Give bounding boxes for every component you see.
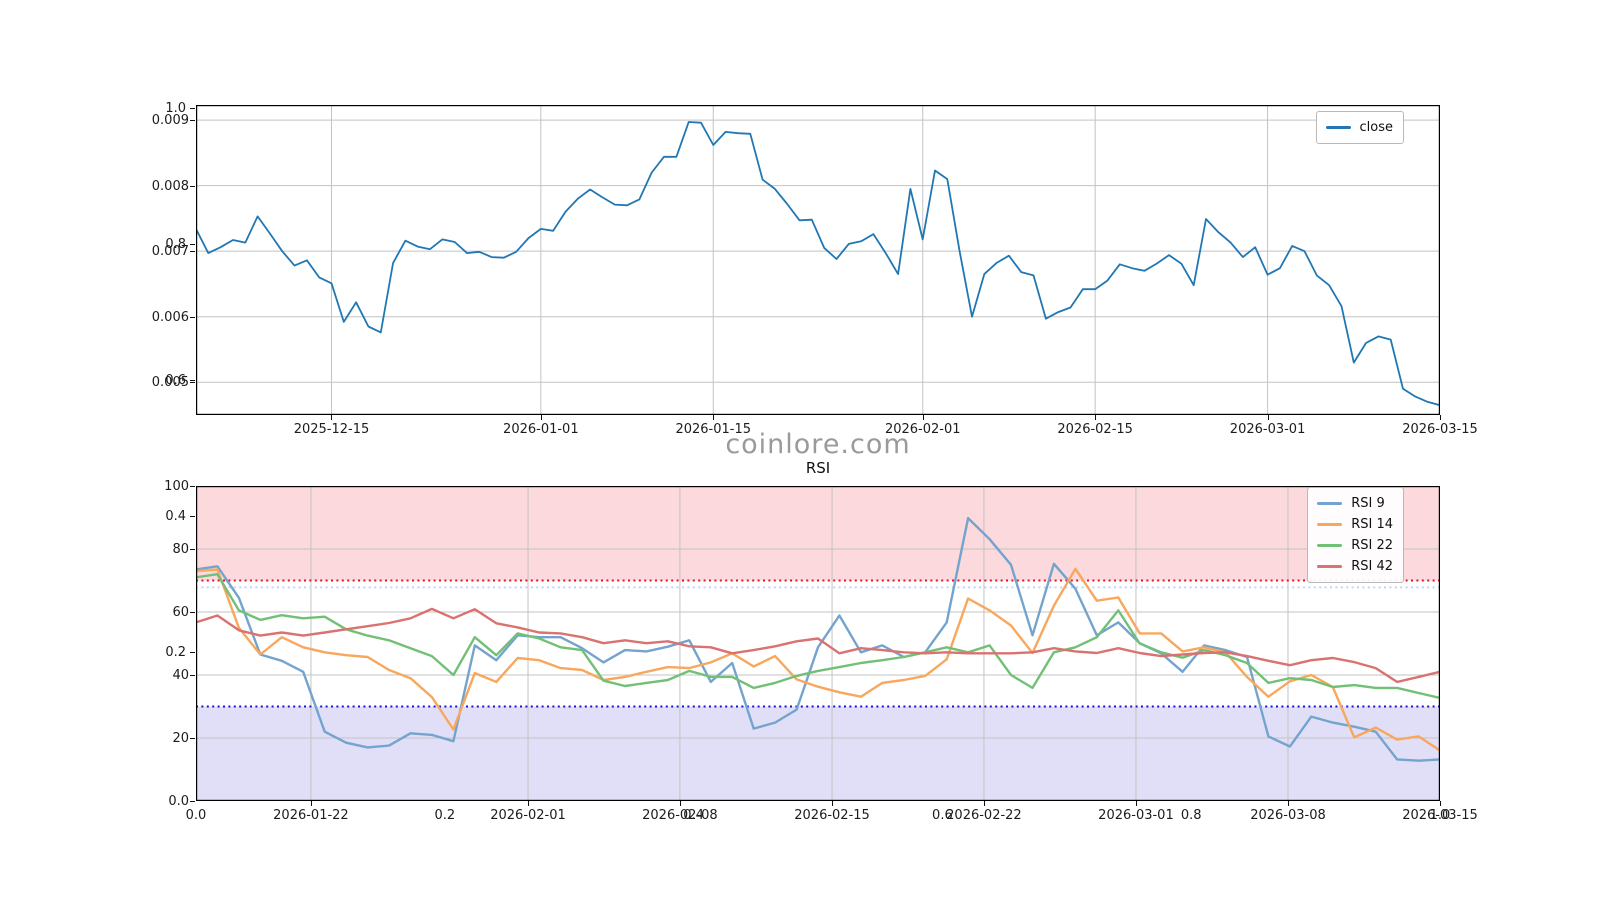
overlay-x-axis-label: 0.4 <box>683 808 704 823</box>
legend-line-swatch <box>1317 502 1343 505</box>
price-x-tick <box>713 415 715 420</box>
price-y-tick <box>190 120 195 122</box>
price-x-tick <box>922 415 924 420</box>
legend-item: close <box>1325 117 1393 138</box>
overlay-y-axis-label: 0.8 <box>165 237 186 252</box>
overlay-y-axis-label: 0.2 <box>165 645 186 660</box>
rsi-x-axis-label: 2026-01-22 <box>273 808 349 823</box>
overlay-y-tick <box>190 652 195 653</box>
legend-line-swatch <box>1317 544 1343 547</box>
price-x-tick <box>540 415 542 420</box>
rsi-x-tick <box>1135 801 1137 806</box>
rsi-x-axis-label: 2026-02-22 <box>946 808 1022 823</box>
price-x-axis-label: 2026-03-15 <box>1402 422 1478 437</box>
rsi-y-axis-label: 40 <box>172 668 189 683</box>
rsi-y-axis-label: 0.0 <box>168 794 189 809</box>
price-x-axis-label: 2026-02-01 <box>884 422 961 437</box>
overlay-x-axis-label: 0.8 <box>1180 808 1202 823</box>
rsi-y-tick <box>190 486 195 487</box>
rsi-y-tick <box>190 801 195 802</box>
rsi-x-axis-label: 2026-02-01 <box>490 808 566 823</box>
price-x-tick <box>1267 415 1269 420</box>
legend-item: RSI 9 <box>1317 493 1393 514</box>
legend-item: RSI 14 <box>1317 514 1393 535</box>
legend-item: RSI 22 <box>1317 535 1393 556</box>
legend-label: RSI 42 <box>1351 559 1393 574</box>
rsi-y-tick <box>190 612 195 613</box>
price-y-axis-label: 0.006 <box>151 309 189 325</box>
legend-line-swatch <box>1317 523 1343 526</box>
rsi-x-tick <box>983 801 985 806</box>
rsi-x-axis-label: 2026-03-15 <box>1402 808 1478 823</box>
overlay-y-tick <box>190 516 195 517</box>
overlay-y-tick <box>190 244 195 245</box>
price-x-tick <box>1095 415 1097 420</box>
overlay-y-axis-label: 1.0 <box>165 101 186 116</box>
rsi-y-axis-label: 60 <box>172 605 189 620</box>
price-y-axis-label: 0.008 <box>151 178 189 194</box>
price-y-tick <box>190 251 195 253</box>
price-x-axis-label: 2026-02-15 <box>1057 422 1133 437</box>
price-y-tick <box>190 185 195 187</box>
price-y-axis-label: 0.005 <box>151 375 189 391</box>
legend-label: RSI 22 <box>1351 538 1393 553</box>
price-y-tick <box>190 382 195 384</box>
overlay-y-axis-label: 0.6 <box>165 373 186 388</box>
rsi-y-tick <box>190 675 195 676</box>
legend-item: RSI 42 <box>1317 556 1393 577</box>
price-x-axis-label: 2025-12-15 <box>293 422 370 437</box>
overlay-x-axis-label: 0.0 <box>185 808 207 823</box>
price-x-tick <box>331 415 333 420</box>
rsi-title: RSI <box>805 459 831 477</box>
rsi-chart-svg <box>196 486 1440 801</box>
rsi-y-axis-label: 100 <box>164 479 189 494</box>
rsi-y-axis-label: 80 <box>172 542 189 557</box>
overlay-x-axis-label: 1.0 <box>1429 808 1451 823</box>
price-x-axis-label: 2026-03-01 <box>1229 422 1306 437</box>
price-panel <box>196 105 1440 415</box>
rsi-y-tick <box>190 738 195 739</box>
rsi-x-axis-label: 2026-02-08 <box>642 808 718 823</box>
rsi-x-tick <box>1440 801 1441 806</box>
price-chart-svg <box>196 105 1440 415</box>
legend-label: RSI 9 <box>1351 496 1385 511</box>
rsi-x-axis-label: 2026-03-08 <box>1250 808 1326 823</box>
rsi-x-tick <box>832 801 834 806</box>
rsi-x-axis-label: 2026-03-01 <box>1098 808 1174 823</box>
rsi-x-tick <box>679 801 681 806</box>
price-x-axis-label: 2026-01-15 <box>675 422 752 437</box>
overlay-y-tick <box>190 108 195 109</box>
rsi-x-tick <box>310 801 312 806</box>
overlay-y-tick <box>190 380 195 381</box>
price-y-axis-label: 0.009 <box>151 113 189 129</box>
overlay-x-axis-label: 0.6 <box>932 808 953 823</box>
legend-line-swatch <box>1325 126 1351 129</box>
rsi-y-axis-label: 20 <box>172 731 189 746</box>
rsi-x-tick <box>528 801 530 806</box>
price-y-tick <box>190 316 195 318</box>
legend-line-swatch <box>1317 565 1343 568</box>
rsi-x-axis-label: 2026-02-15 <box>794 808 870 823</box>
watermark: coinlore.com <box>725 429 911 460</box>
rsi-y-tick <box>190 549 195 550</box>
price-x-axis-label: 2026-01-01 <box>503 422 579 437</box>
rsi-x-tick <box>1287 801 1289 806</box>
rsi-legend: RSI 9 RSI 14 RSI 22 RSI 42 <box>1307 487 1404 583</box>
overlay-x-axis-label: 0.2 <box>434 808 456 823</box>
legend-label: close <box>1359 120 1393 135</box>
legend-label: RSI 14 <box>1351 517 1393 532</box>
price-y-axis-label: 0.007 <box>151 244 189 260</box>
price-x-tick <box>1440 415 1441 420</box>
rsi-panel <box>196 486 1440 801</box>
close-legend: close <box>1315 111 1404 144</box>
overlay-y-axis-label: 0.4 <box>165 509 186 524</box>
